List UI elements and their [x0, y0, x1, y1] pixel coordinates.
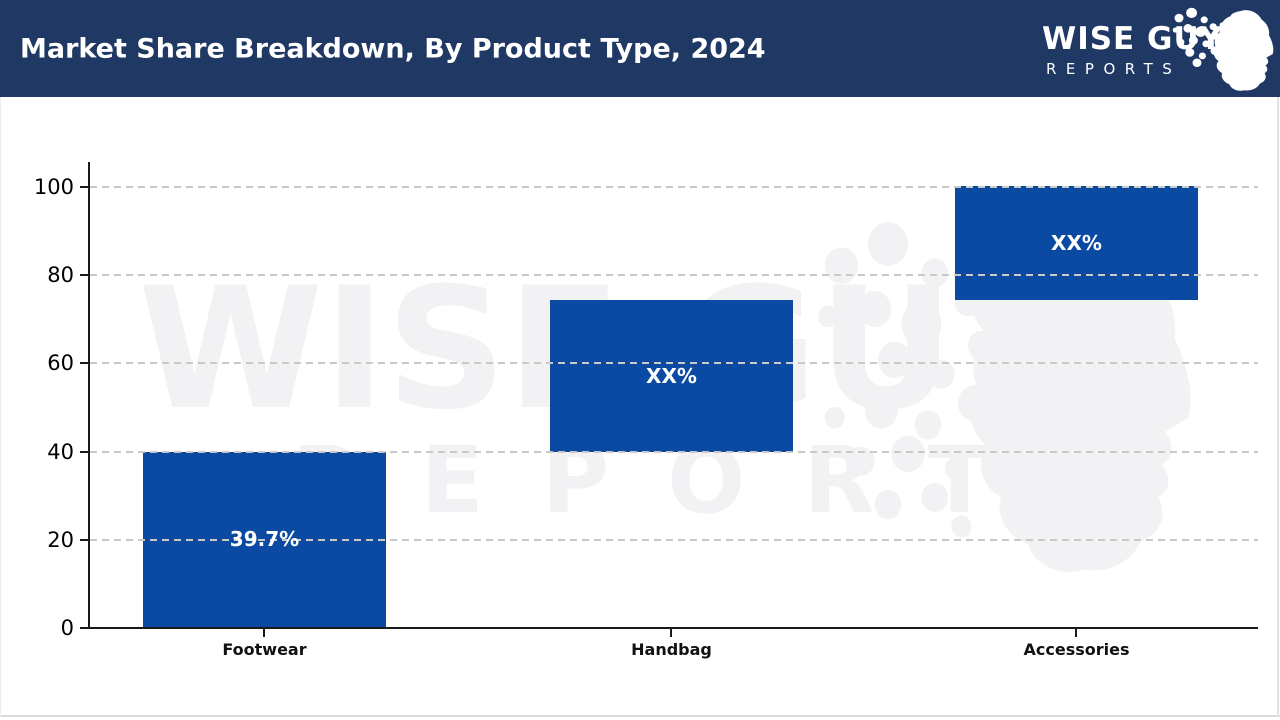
y-tick-label-20: 20 [47, 528, 74, 552]
gridline-20 [90, 539, 1258, 541]
gridline-80 [90, 274, 1258, 276]
y-tick [80, 274, 88, 276]
header: Market Share Breakdown, By Product Type,… [0, 0, 1280, 97]
page-border-bottom [0, 715, 1280, 717]
wiseguy-logo: WISE GUY REPORTS [1040, 0, 1280, 97]
x-tick-label-accessories: Accessories [1023, 640, 1130, 659]
y-tick [80, 362, 88, 364]
y-tick [80, 539, 88, 541]
y-tick-label-40: 40 [47, 440, 74, 464]
x-tick [670, 629, 672, 637]
gridline-40 [90, 451, 1258, 453]
logo-wordmark-reports: REPORTS [1046, 60, 1182, 78]
gridline-60 [90, 362, 1258, 364]
page-border-left [0, 97, 1, 717]
x-axis [88, 627, 1258, 629]
y-tick [80, 451, 88, 453]
bar-value-label-footwear: 39.7% [229, 527, 300, 551]
y-tick [80, 627, 88, 629]
y-tick-label-80: 80 [47, 263, 74, 287]
y-axis [88, 162, 90, 629]
wiseguy-head-icon [1172, 7, 1274, 91]
x-tick-label-footwear: Footwear [222, 640, 307, 659]
page-title: Market Share Breakdown, By Product Type,… [20, 33, 766, 64]
x-tick-label-handbag: Handbag [631, 640, 712, 659]
y-tick-label-0: 0 [60, 616, 74, 640]
y-tick [80, 186, 88, 188]
y-tick-label-60: 60 [47, 351, 74, 375]
bar-value-label-accessories: XX% [1051, 231, 1102, 255]
x-tick [263, 629, 265, 637]
gridline-100 [90, 186, 1258, 188]
bar-handbag [550, 300, 793, 452]
page-border-right [1277, 97, 1279, 717]
y-tick-label-100: 100 [33, 175, 74, 199]
bar-value-label-handbag: XX% [646, 364, 697, 388]
x-tick [1075, 629, 1077, 637]
